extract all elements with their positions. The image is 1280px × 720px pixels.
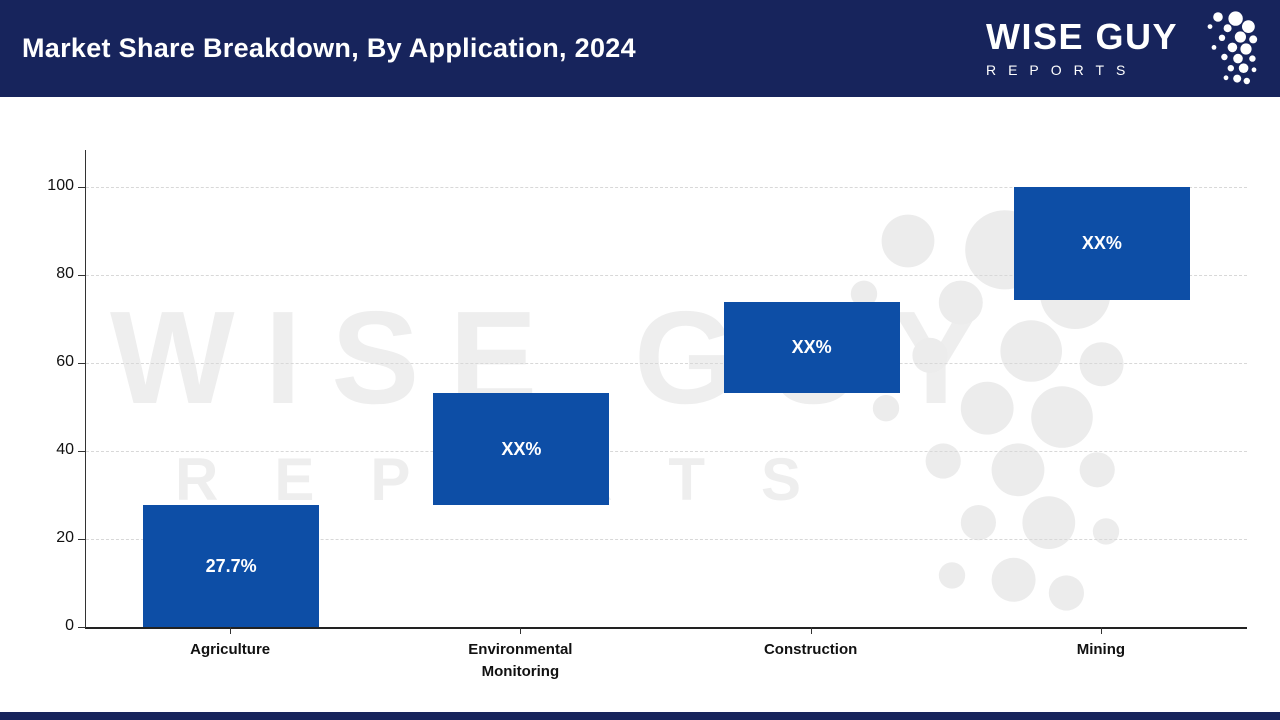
logo-text: WISE GUY REPORTS xyxy=(985,16,1178,79)
y-axis-tick-mark xyxy=(78,627,85,628)
y-axis-tick-label: 20 xyxy=(56,529,74,546)
gridline xyxy=(86,451,1247,452)
gridline xyxy=(86,539,1247,540)
x-axis-tick-mark xyxy=(810,627,812,634)
category-label: Mining xyxy=(1076,641,1126,658)
y-axis-tick-mark xyxy=(78,275,85,276)
plot-area: 27.7% XX% XX% XX% xyxy=(85,150,1247,629)
y-axis-tick-mark xyxy=(78,539,85,540)
gridline xyxy=(86,363,1247,364)
y-axis-tick-label: 60 xyxy=(56,353,74,370)
y-axis-tick-label: 40 xyxy=(56,441,74,458)
gridline xyxy=(86,275,1247,276)
category-label: Construction xyxy=(763,641,858,658)
y-axis-tick-label: 0 xyxy=(65,617,74,634)
bar-value-label: XX% xyxy=(791,336,832,357)
chart-area: WISE GUY REPORTS 27.7%XX%XX%XX% 02040608… xyxy=(0,97,1280,712)
bar-environmental: XX% xyxy=(433,392,610,506)
logo-head-dots-icon xyxy=(1207,10,1258,84)
x-axis-tick-mark xyxy=(1100,627,1102,634)
logo-wordmark: WISE GUY xyxy=(985,16,1178,57)
y-axis-tick-label: 80 xyxy=(56,265,74,282)
bar-mining: XX% xyxy=(1013,187,1190,301)
y-axis-tick-label: 100 xyxy=(47,177,74,194)
y-axis-tick-mark xyxy=(78,363,85,364)
bar-construction: XX% xyxy=(723,301,900,393)
x-axis-tick-mark xyxy=(520,627,522,634)
logo: WISE GUY REPORTS xyxy=(986,8,1258,90)
y-axis-tick-mark xyxy=(78,187,85,188)
chart-title: Market Share Breakdown, By Application, … xyxy=(22,33,636,63)
category-label: Agriculture xyxy=(190,641,271,658)
bar-agriculture: 27.7% xyxy=(143,505,320,627)
gridline xyxy=(86,187,1247,188)
header: Market Share Breakdown, By Application, … xyxy=(0,0,1280,97)
bar-value-label: XX% xyxy=(501,438,542,459)
category-label: Environmental Monitoring xyxy=(468,641,573,680)
bar-value-label: XX% xyxy=(1081,233,1122,254)
logo-subtext: REPORTS xyxy=(985,62,1138,78)
y-axis-tick-mark xyxy=(78,451,85,452)
bar-value-label: 27.7% xyxy=(205,555,257,576)
x-axis-tick-mark xyxy=(230,627,232,634)
footer-bar xyxy=(0,712,1280,720)
